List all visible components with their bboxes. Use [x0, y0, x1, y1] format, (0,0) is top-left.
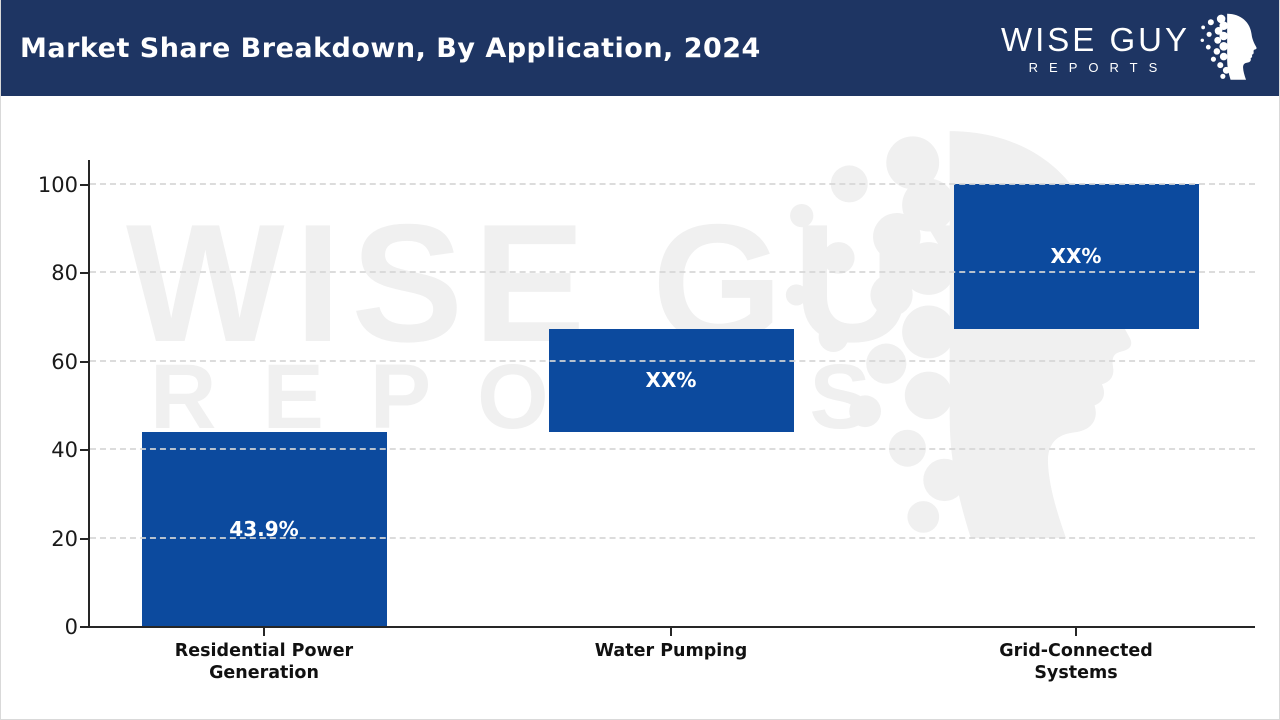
- y-tick-label: 60: [51, 349, 78, 374]
- y-tick-label: 100: [37, 173, 78, 197]
- bar-value-label: 43.9%: [229, 516, 299, 541]
- y-tick-mark: [80, 272, 88, 275]
- y-tick-mark: [80, 184, 88, 186]
- x-category-label: Water Pumping: [594, 641, 748, 661]
- y-axis-line: [88, 160, 90, 628]
- wiseguy-logo: WISE GUY REPORTS: [1001, 11, 1258, 85]
- y-tick-mark: [80, 360, 88, 363]
- bar: [548, 328, 794, 432]
- wiseguy-logo-line2: REPORTS: [1028, 59, 1169, 75]
- y-tick-mark: [80, 537, 88, 540]
- x-tick-mark: [1075, 628, 1077, 636]
- y-tick-label: 20: [51, 526, 78, 551]
- y-tick-label: 40: [51, 438, 78, 463]
- gridline: [90, 271, 1255, 274]
- x-tick-mark: [263, 628, 265, 636]
- y-tick-label: 80: [51, 261, 78, 286]
- bar: [953, 184, 1199, 329]
- gridline: [90, 359, 1255, 362]
- chart-title: Market Share Breakdown, By Application, …: [20, 32, 761, 64]
- y-tick-mark: [80, 449, 88, 452]
- wiseguy-logo-line1: WISE GUY: [1000, 20, 1190, 58]
- bar-value-label: XX%: [1050, 244, 1102, 269]
- wiseguy-logo-text: WISE GUY REPORTS: [1001, 23, 1190, 74]
- gridline: [90, 183, 1255, 185]
- x-category-label: Residential Power Generation: [174, 641, 354, 683]
- x-category-label: Grid-Connected Systems: [999, 641, 1153, 683]
- gridline: [90, 448, 1255, 451]
- chart-plot-area: 0 20 40 60 80 100 43.9% XX% XX% Residential Power…: [0, 96, 1280, 720]
- header-bar: Market Share Breakdown, By Application, …: [0, 0, 1280, 96]
- wiseguy-head-icon: [1200, 13, 1257, 80]
- bar: [141, 431, 387, 626]
- y-tick-mark: [80, 626, 88, 628]
- bar-value-label: XX%: [645, 368, 697, 393]
- x-axis-line: [88, 626, 1255, 628]
- gridline: [90, 536, 1255, 539]
- y-tick-label: 0: [64, 615, 78, 639]
- x-tick-mark: [670, 628, 672, 636]
